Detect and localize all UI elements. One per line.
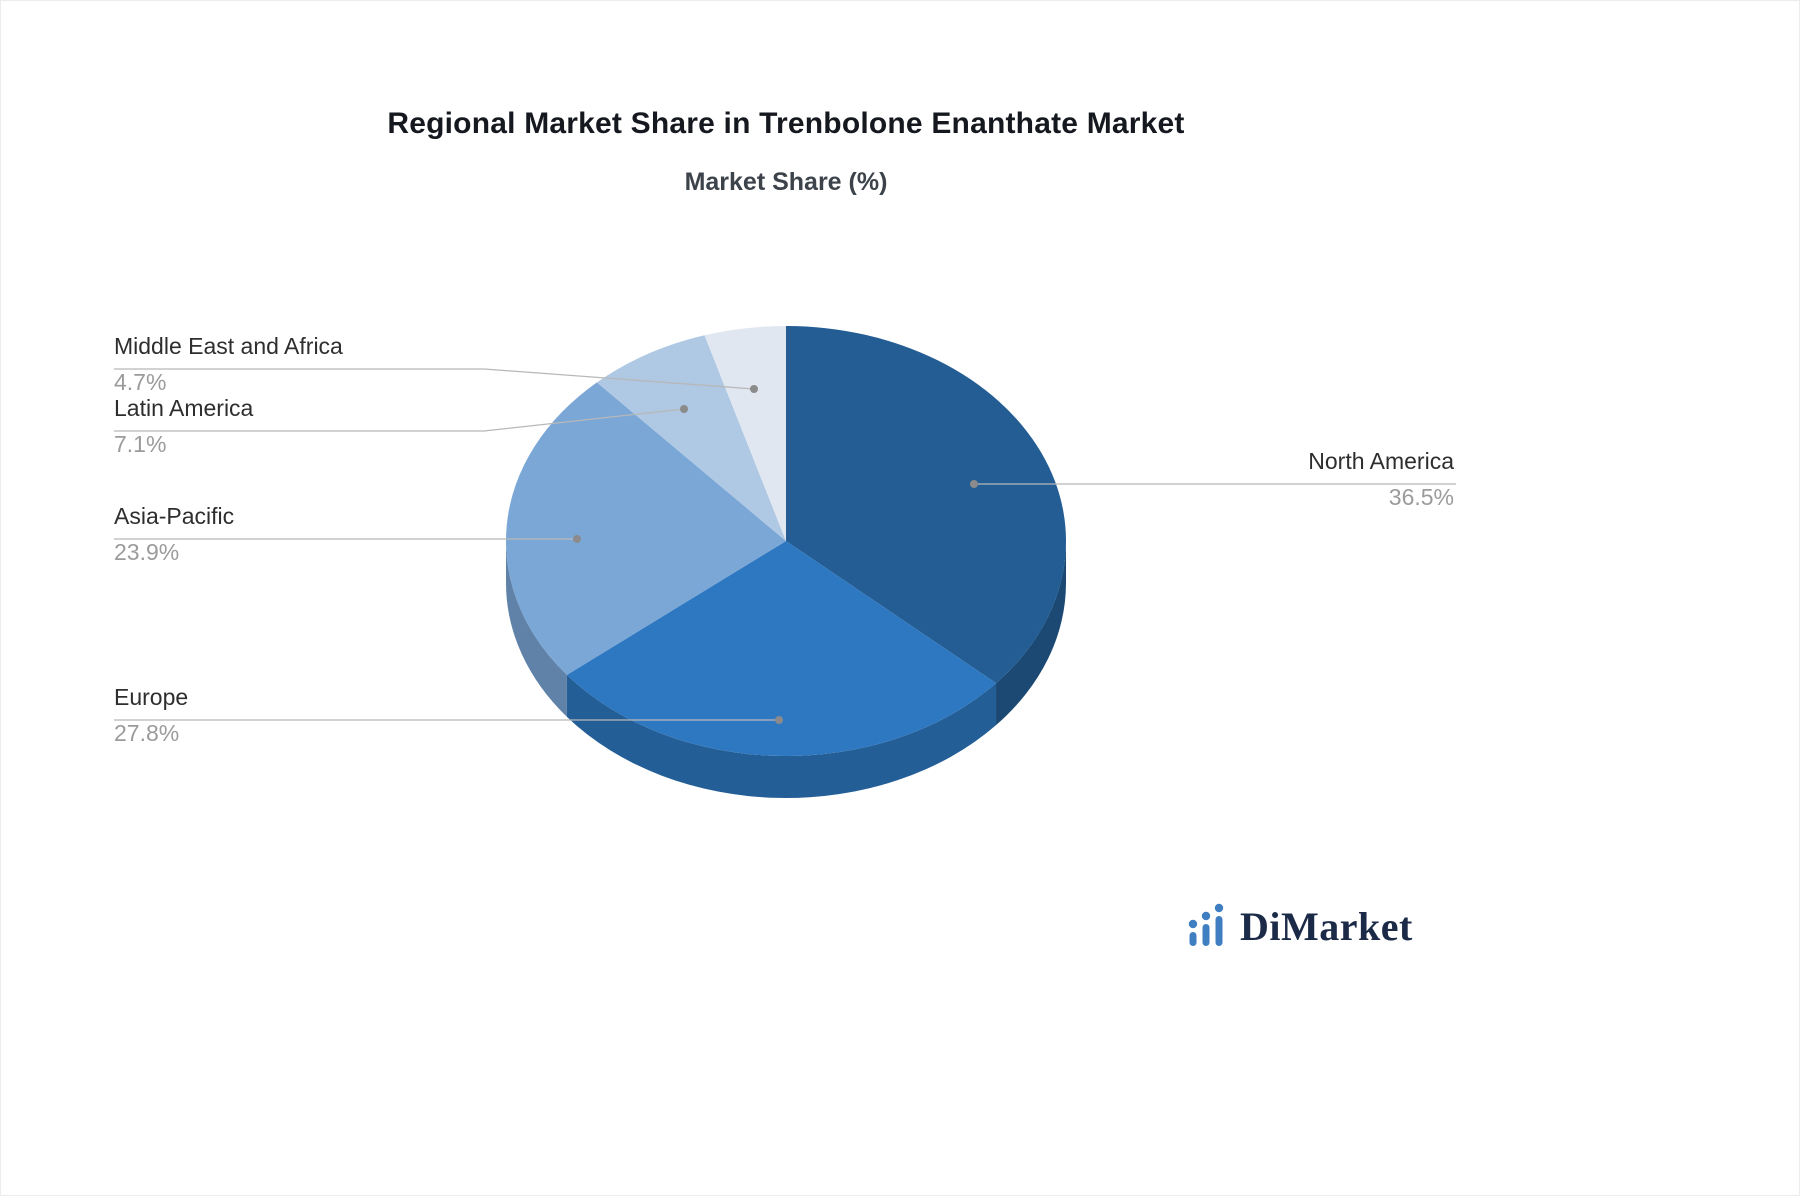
brand-logo: DiMarket: [1184, 902, 1413, 950]
pie-slice-north-america[interactable]: [786, 326, 1066, 684]
callout-dot-europe: [775, 716, 783, 724]
pie-slice-side-europe: [566, 674, 997, 798]
callout-line-latin-america: [114, 408, 685, 432]
chart-title: Regional Market Share in Trenbolone Enan…: [387, 107, 1185, 140]
callout-north-america: North America 36.5%: [1034, 446, 1454, 510]
brand-logo-text: DiMarket: [1240, 903, 1413, 949]
brand-logo-icon: [1188, 903, 1224, 946]
slice-label: Asia-Pacific: [114, 503, 235, 529]
callout-europe: Europe 27.8%: [114, 682, 534, 746]
slice-value: 7.1%: [114, 431, 167, 457]
pie-slice-side-north-america: [996, 541, 1066, 726]
pie-slice-side-asia-pacific: [506, 541, 567, 717]
slice-label: North America: [1308, 448, 1454, 474]
chart-subtitle: Market Share (%): [684, 168, 888, 196]
pie-slice-asia-pacific[interactable]: [505, 382, 786, 675]
slice-label: Middle East and Africa: [114, 333, 343, 359]
slice-label: Europe: [114, 684, 189, 710]
callout-middle-east-and-africa: Middle East and Africa 4.7%: [114, 331, 534, 395]
pie-slice-middle-east-and-africa[interactable]: [704, 326, 786, 541]
callout-dot-north-america: [970, 480, 978, 488]
slice-value: 27.8%: [114, 720, 180, 746]
slice-label: Latin America: [114, 395, 254, 421]
callout-latin-america: Latin America 7.1%: [114, 393, 534, 457]
callout-dot-asia-pacific: [573, 535, 581, 543]
callout-dot-latin-america: [680, 405, 688, 413]
pie-slice-latin-america[interactable]: [596, 335, 786, 541]
callout-line-middle-east-and-africa: [114, 368, 755, 390]
callout-dot-middle-east-and-africa: [750, 385, 758, 393]
callout-asia-pacific: Asia-Pacific 23.9%: [114, 501, 534, 565]
pie-slice-europe[interactable]: [566, 541, 997, 756]
slice-value: 4.7%: [114, 369, 167, 395]
slice-value: 36.5%: [1388, 484, 1454, 510]
slice-value: 23.9%: [114, 539, 180, 565]
